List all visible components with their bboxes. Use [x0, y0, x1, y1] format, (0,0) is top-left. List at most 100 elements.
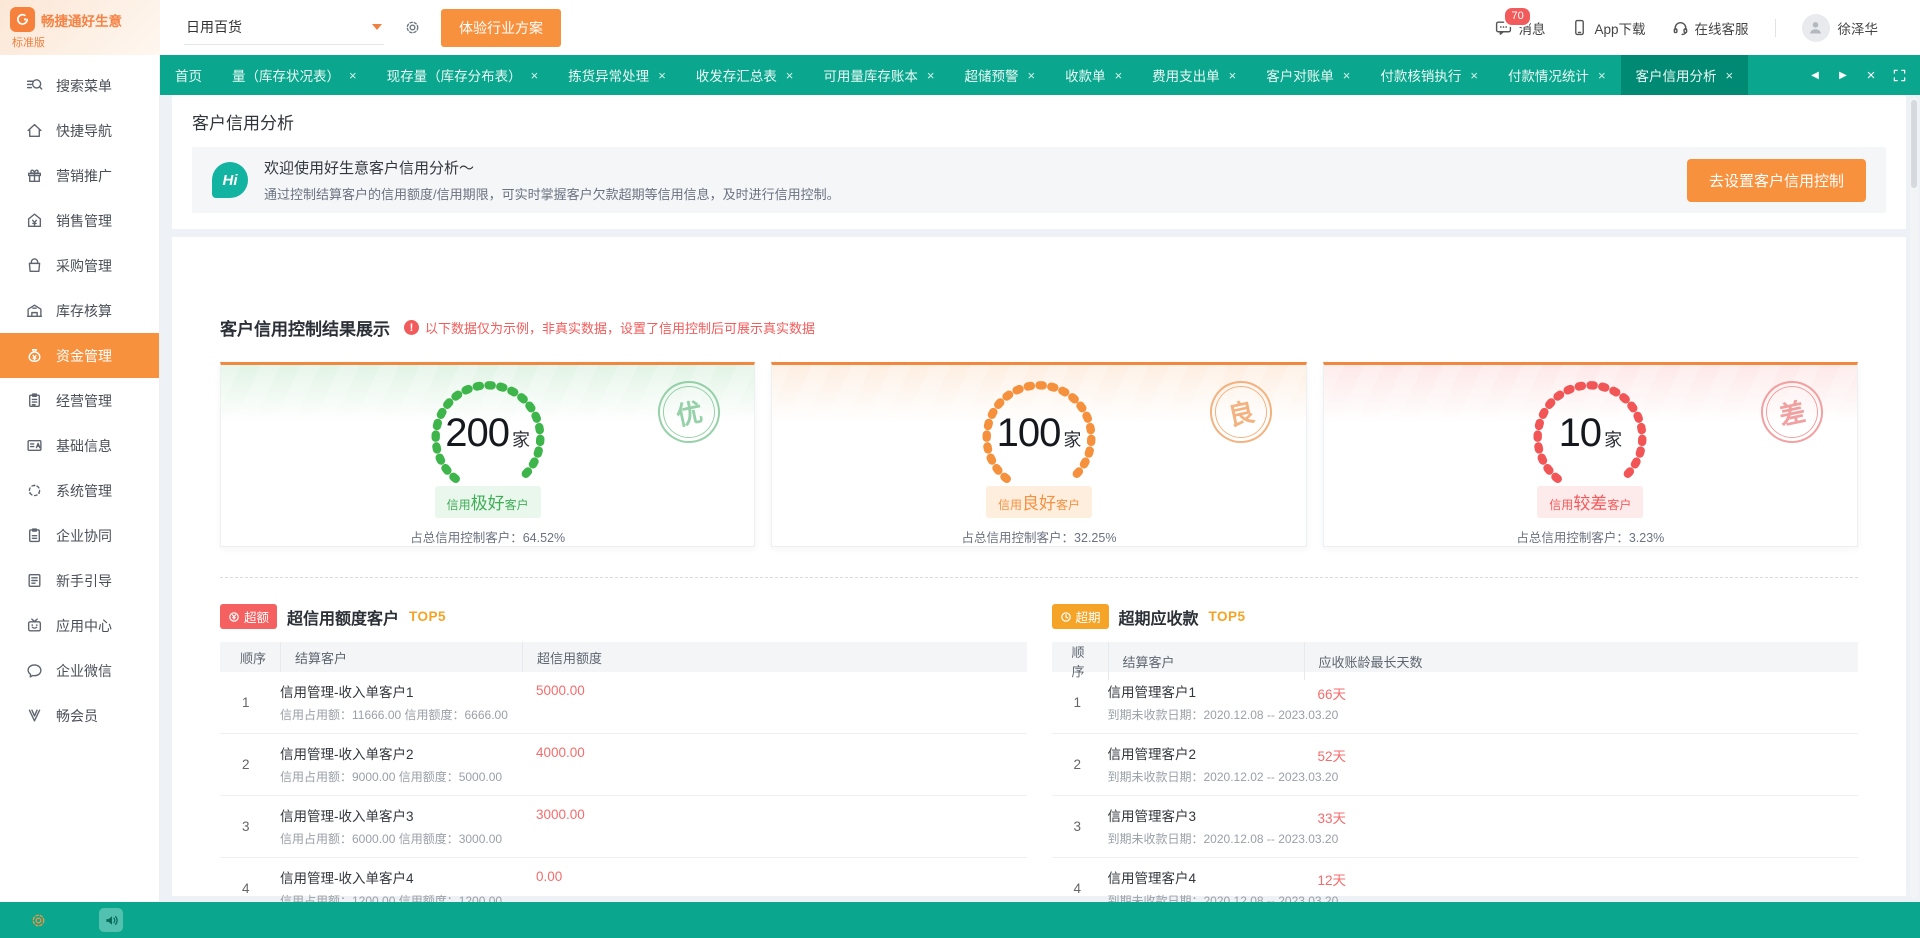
sidebar-item-newbie-guide[interactable]: 新手引导 — [0, 558, 159, 603]
brand-name: 畅捷通好生意 — [41, 13, 122, 29]
close-all-tabs-icon[interactable]: × — [1866, 66, 1876, 84]
id-card-icon — [26, 437, 43, 454]
banner-description: 通过控制结算客户的信用额度/信用期限，可实时掌握客户欠款超期等信用信息，及时进行… — [264, 187, 840, 202]
welcome-banner: Hi 欢迎使用好生意客户信用分析～ 通过控制结算客户的信用额度/信用期限，可实时… — [192, 147, 1886, 213]
main-content: 客户信用分析 Hi 欢迎使用好生意客户信用分析～ 通过控制结算客户的信用额度/信… — [160, 95, 1920, 902]
bottombar — [0, 902, 1920, 938]
sample-data-notice: ! 以下数据仅为示例，非真实数据，设置了信用控制后可展示真实数据 — [404, 318, 815, 337]
tab-close-icon[interactable]: × — [1597, 67, 1606, 83]
app-download-link[interactable]: App下载 — [1571, 18, 1646, 38]
setup-credit-control-button[interactable]: 去设置客户信用控制 — [1686, 158, 1866, 202]
tab-close-icon[interactable]: × — [1342, 67, 1351, 83]
tab-available-ledger[interactable]: 可用量库存账本 × — [823, 67, 935, 85]
sidebar-item-app-center[interactable]: 应用中心 — [0, 603, 159, 648]
search-icon — [26, 77, 43, 94]
sidebar-item-sales[interactable]: 销售管理 — [0, 198, 159, 243]
sidebar-item-search-menu[interactable]: 搜索菜单 — [0, 63, 159, 108]
tab-picking-exception[interactable]: 拣货异常处理 × — [568, 67, 666, 85]
yen-circle-icon — [228, 611, 240, 623]
warning-icon: ! — [404, 320, 419, 335]
messages-link[interactable]: 消息 70 — [1495, 5, 1545, 38]
tab-close-icon[interactable]: × — [1470, 67, 1478, 83]
chevron-down-icon — [372, 24, 382, 30]
sync-icon — [26, 482, 43, 499]
tab-inout-summary[interactable]: 收发存汇总表 × — [695, 67, 794, 85]
tab-receipt[interactable]: 收款单 × — [1065, 67, 1123, 85]
tab-overstock-alert[interactable]: 超储预警 × — [964, 67, 1036, 85]
gauge-arc — [431, 381, 545, 484]
credit-cards: 优 200 家 信用 极好 客户 占总信用控制客户：64.52% 良 — [220, 362, 1858, 547]
sidebar-item-purchase[interactable]: 采购管理 — [0, 243, 159, 288]
table-header: 顺序 结算客户 应收账龄最长天数 — [1051, 642, 1858, 680]
org-select[interactable]: 日用百货 — [184, 10, 384, 45]
sidebar: 搜索菜单 快捷导航 营销推广 销售管理 采购管理 库存核算 资金管理 经营管理 … — [0, 55, 160, 902]
table-title: 超信用额度客户 — [287, 610, 400, 628]
book-icon — [26, 572, 43, 589]
tab-close-icon[interactable]: × — [1725, 67, 1734, 83]
tab-payment-stats[interactable]: 付款情况统计 × — [1507, 67, 1606, 85]
online-service-link[interactable]: 在线客服 — [1672, 18, 1749, 38]
avatar — [1801, 13, 1830, 42]
sidebar-item-marketing[interactable]: 营销推广 — [0, 153, 159, 198]
sidebar-item-member[interactable]: 畅会员 — [0, 693, 159, 738]
gauge-excellent: 200 家 — [425, 379, 551, 492]
tab-close-icon[interactable]: × — [785, 67, 794, 83]
fullscreen-icon[interactable] — [1886, 62, 1912, 88]
document-icon — [26, 527, 43, 544]
credit-excellent-card: 优 200 家 信用 极好 客户 占总信用控制客户：64.52% — [220, 362, 756, 547]
tab-close-icon[interactable]: × — [658, 67, 666, 83]
footer-gear-icon[interactable] — [30, 912, 47, 929]
tab-stock-distribution[interactable]: 现存量（库存分布表） × — [386, 67, 539, 85]
tab-close-icon[interactable]: × — [1114, 67, 1123, 83]
table-row: 2 信用管理客户2 到期未收款日期：2020.12.02 -- 2023.03.2… — [1051, 734, 1858, 796]
section-title: 客户信用控制结果展示 — [220, 320, 390, 339]
tab-scroll-left-icon[interactable]: ◀ — [1811, 69, 1819, 81]
tab-close-icon[interactable]: × — [349, 67, 357, 83]
tab-home[interactable]: 首页 — [175, 69, 202, 84]
tab-close-icon[interactable]: × — [926, 67, 935, 83]
tv-icon — [26, 617, 43, 634]
table-row: 4 信用管理客户4 到期未收款日期：2020.12.08 -- 2023.03.2… — [1052, 858, 1859, 902]
sidebar-item-collaboration[interactable]: 企业协同 — [0, 513, 159, 558]
tab-stock-status[interactable]: 量（库存状况表） × — [232, 67, 357, 85]
tab-close-icon[interactable]: × — [1027, 67, 1036, 83]
sidebar-item-inventory[interactable]: 库存核算 — [0, 288, 159, 333]
user-menu[interactable]: 徐泽华 — [1801, 13, 1878, 42]
sidebar-item-base-info[interactable]: 基础信息 — [0, 423, 159, 468]
over-credit-table: 超额 超信用额度客户 TOP5 顺序 结算客户 超信用额度 1 — [220, 604, 1027, 902]
sidebar-item-funds[interactable]: 资金管理 — [0, 333, 159, 378]
gauge-good: 100 家 — [976, 379, 1102, 492]
tab-payment-writeoff[interactable]: 付款核销执行 × — [1380, 67, 1478, 85]
settings-gear-icon[interactable] — [404, 19, 421, 36]
trial-plan-button[interactable]: 体验行业方案 — [441, 8, 561, 47]
divider — [1774, 18, 1776, 37]
tab-expense[interactable]: 费用支出单 × — [1152, 67, 1237, 85]
v-icon — [26, 707, 43, 724]
top5-label: TOP5 — [409, 609, 447, 624]
customer-tag: 信用 较差 客户 — [1537, 486, 1644, 518]
tab-scroll-right-icon[interactable]: ▶ — [1839, 69, 1847, 81]
overdue-receivable-table: 超期 超期应收款 TOP5 顺序 结算客户 应收账龄最长天数 1 — [1051, 604, 1859, 902]
title-panel: 客户信用分析 Hi 欢迎使用好生意客户信用分析～ 通过控制结算客户的信用额度/信… — [172, 95, 1906, 229]
announcement-horn-icon[interactable] — [99, 908, 123, 932]
sidebar-item-quick-nav[interactable]: 快捷导航 — [0, 108, 159, 153]
sidebar-item-wecom[interactable]: 企业微信 — [0, 648, 159, 693]
chat-bubble-icon — [26, 662, 43, 679]
tab-close-icon[interactable]: × — [1228, 67, 1237, 83]
vertical-scrollbar[interactable] — [1910, 97, 1918, 898]
tab-close-icon[interactable]: × — [530, 67, 539, 83]
tabbar: 首页 量（库存状况表） × 现存量（库存分布表） × 拣货异常处理 × 收发存汇总表 ×… — [160, 55, 1920, 95]
customer-tag: 信用 极好 客户 — [434, 486, 541, 518]
sidebar-item-system[interactable]: 系统管理 — [0, 468, 159, 513]
table-row: 1 信用管理-收入单客户1 信用占用额：11666.00 信用额度：6666.00… — [220, 672, 1027, 734]
dashed-divider — [220, 577, 1858, 578]
scrollbar-thumb[interactable] — [1911, 100, 1917, 188]
message-count-badge: 70 — [1503, 5, 1532, 27]
tab-customer-credit-analysis[interactable]: 客户信用分析 × — [1620, 55, 1749, 95]
tab-customer-statement[interactable]: 客户对账单 × — [1266, 67, 1351, 85]
sidebar-item-operations[interactable]: 经营管理 — [0, 378, 159, 423]
gauge-poor: 10 家 — [1527, 379, 1653, 492]
bag-icon — [26, 257, 43, 274]
money-bag-icon — [26, 347, 43, 364]
